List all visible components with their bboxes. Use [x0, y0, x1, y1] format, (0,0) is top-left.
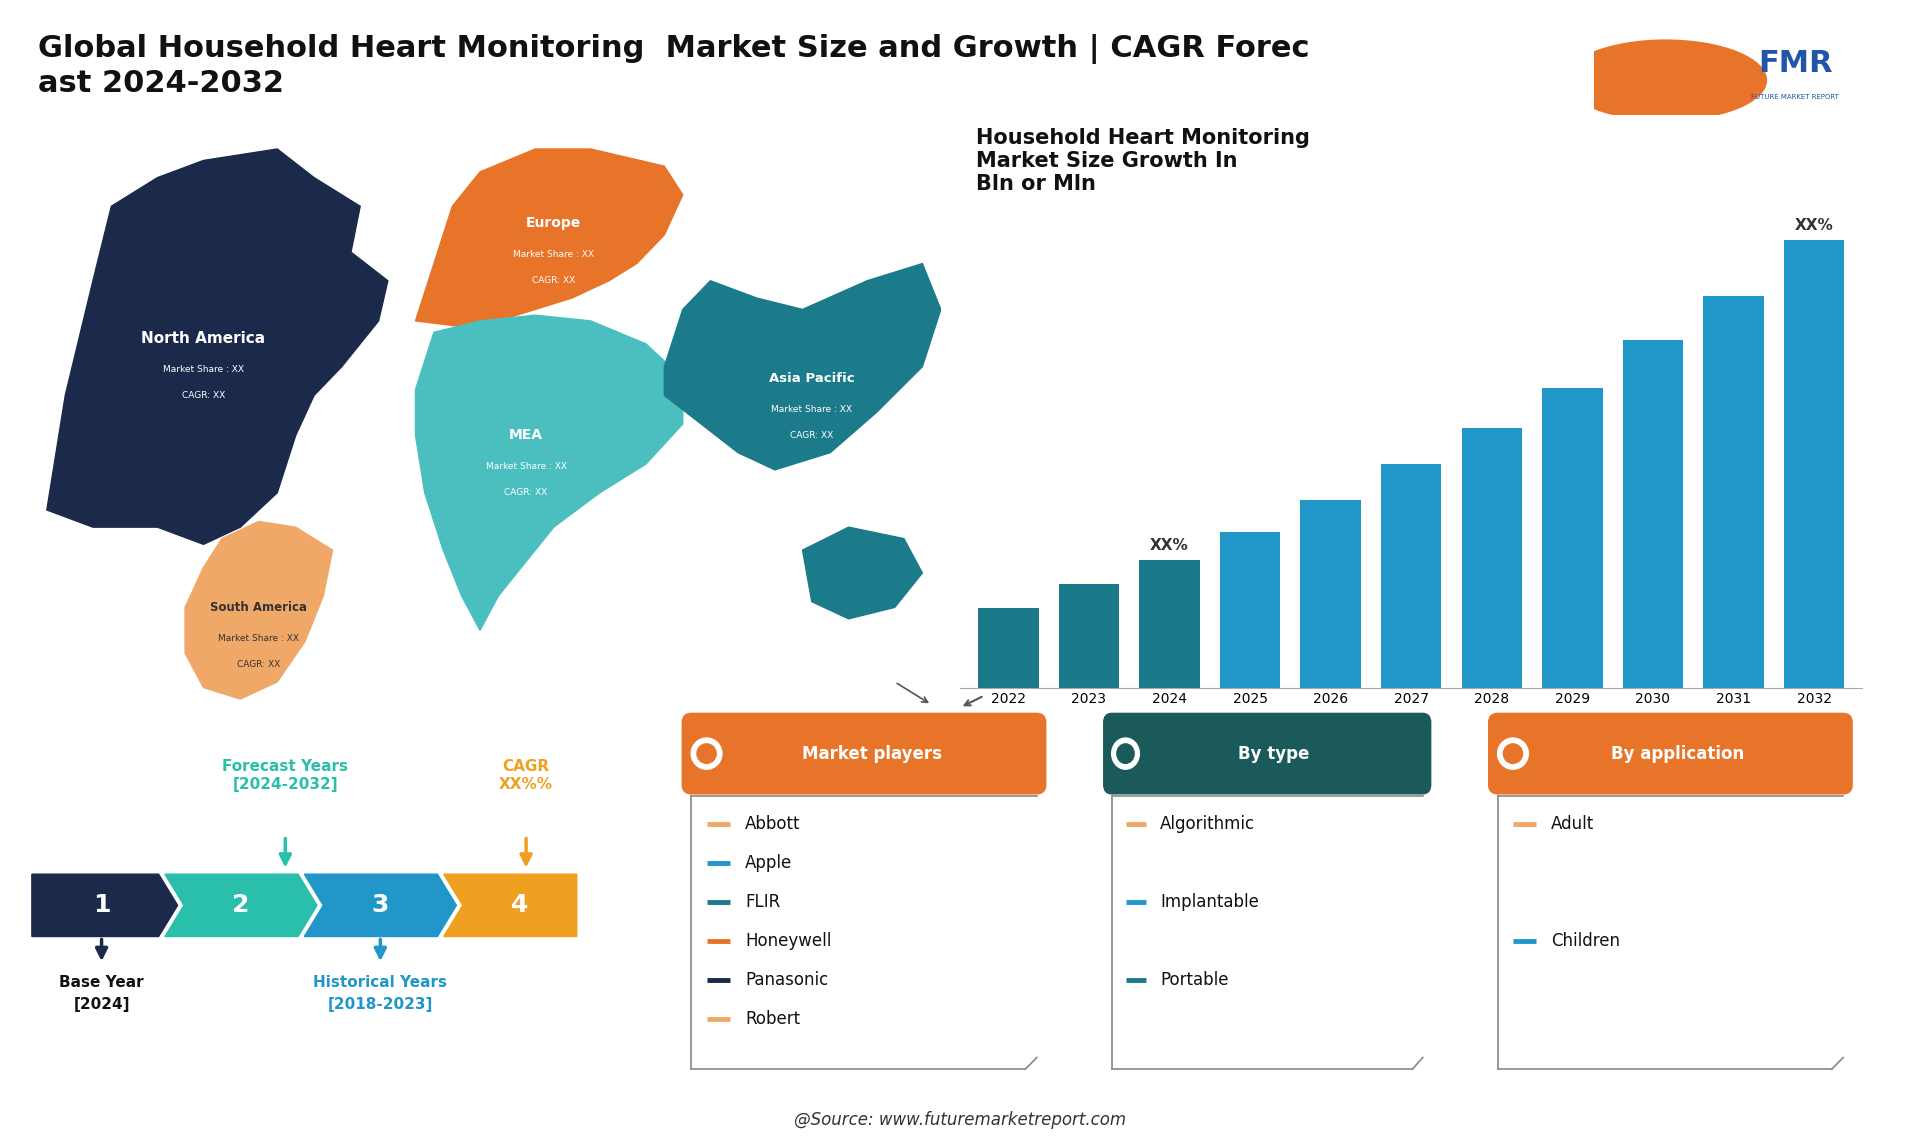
Text: Market Share : XX: Market Share : XX — [772, 406, 852, 414]
Polygon shape — [46, 149, 388, 544]
Text: By type: By type — [1238, 745, 1309, 762]
Text: 2: 2 — [232, 894, 250, 917]
Polygon shape — [184, 521, 332, 699]
Circle shape — [1112, 738, 1139, 769]
Bar — [1461, 427, 1523, 688]
Text: Household Heart Monitoring
Market Size Growth In
Bln or Mln: Household Heart Monitoring Market Size G… — [975, 128, 1309, 195]
Polygon shape — [305, 874, 457, 936]
Text: XX%: XX% — [1150, 537, 1188, 552]
FancyBboxPatch shape — [1102, 713, 1432, 794]
Text: FLIR: FLIR — [745, 893, 780, 911]
Text: Forecast Years
[2024-2032]: Forecast Years [2024-2032] — [223, 759, 348, 792]
FancyBboxPatch shape — [1488, 713, 1853, 794]
Polygon shape — [444, 874, 576, 936]
Text: Panasonic: Panasonic — [745, 971, 828, 989]
Polygon shape — [415, 149, 684, 327]
FancyBboxPatch shape — [682, 713, 1046, 794]
Text: Algorithmic: Algorithmic — [1160, 815, 1256, 833]
Text: CAGR
XX%%: CAGR XX%% — [499, 759, 553, 792]
Text: CAGR: XX: CAGR: XX — [791, 431, 833, 440]
Bar — [1219, 532, 1281, 688]
Polygon shape — [33, 874, 179, 936]
Text: CAGR: XX: CAGR: XX — [238, 660, 280, 669]
Text: FUTURE MARKET REPORT: FUTURE MARKET REPORT — [1751, 94, 1839, 101]
Polygon shape — [664, 264, 941, 470]
Circle shape — [1117, 744, 1135, 763]
Text: Market Share : XX: Market Share : XX — [163, 366, 244, 374]
Text: [2024]: [2024] — [73, 997, 131, 1012]
Text: Children: Children — [1551, 932, 1620, 950]
Text: Portable: Portable — [1160, 971, 1229, 989]
Text: MEA: MEA — [509, 429, 543, 442]
Text: FMR: FMR — [1759, 48, 1832, 78]
Text: Adult: Adult — [1551, 815, 1596, 833]
Bar — [1380, 464, 1442, 688]
Text: @Source: www.futuremarketreport.com: @Source: www.futuremarketreport.com — [795, 1110, 1125, 1129]
Text: Europe: Europe — [526, 217, 582, 230]
Text: CAGR: XX: CAGR: XX — [505, 488, 547, 497]
Text: Historical Years: Historical Years — [313, 975, 447, 990]
Circle shape — [1565, 40, 1766, 120]
Text: Market Share : XX: Market Share : XX — [513, 251, 593, 259]
Text: Global Household Heart Monitoring  Market Size and Growth | CAGR Forec
ast 2024-: Global Household Heart Monitoring Market… — [38, 34, 1309, 97]
Text: [2018-2023]: [2018-2023] — [328, 997, 434, 1012]
Circle shape — [1498, 738, 1528, 769]
Bar — [1139, 559, 1200, 688]
Text: CAGR: XX: CAGR: XX — [182, 391, 225, 400]
Bar — [1703, 296, 1764, 688]
Polygon shape — [415, 315, 684, 630]
Text: Abbott: Abbott — [745, 815, 801, 833]
Bar — [1300, 500, 1361, 688]
Text: Base Year: Base Year — [60, 975, 144, 990]
Text: Honeywell: Honeywell — [745, 932, 831, 950]
Text: Market players: Market players — [803, 745, 941, 762]
Text: XX%: XX% — [1795, 218, 1834, 233]
Bar — [1622, 340, 1684, 688]
Text: Market Share : XX: Market Share : XX — [486, 463, 566, 471]
Text: 3: 3 — [372, 894, 390, 917]
Circle shape — [691, 738, 722, 769]
Text: Asia Pacific: Asia Pacific — [770, 371, 854, 385]
Polygon shape — [165, 874, 317, 936]
Text: By application: By application — [1611, 745, 1745, 762]
Circle shape — [697, 744, 716, 763]
Text: Implantable: Implantable — [1160, 893, 1260, 911]
Text: Apple: Apple — [745, 854, 793, 872]
Bar — [1542, 387, 1603, 688]
Text: North America: North America — [142, 330, 265, 346]
Text: 1: 1 — [92, 894, 109, 917]
Text: South America: South America — [211, 601, 307, 614]
Bar — [1058, 583, 1119, 688]
Text: Robert: Robert — [745, 1010, 801, 1028]
Text: CAGR: XX: CAGR: XX — [532, 276, 576, 285]
Circle shape — [1503, 744, 1523, 763]
Bar — [977, 607, 1039, 688]
Bar — [1784, 240, 1845, 688]
Text: Market Share : XX: Market Share : XX — [219, 635, 300, 643]
Polygon shape — [803, 527, 922, 619]
Text: 4: 4 — [511, 894, 528, 917]
